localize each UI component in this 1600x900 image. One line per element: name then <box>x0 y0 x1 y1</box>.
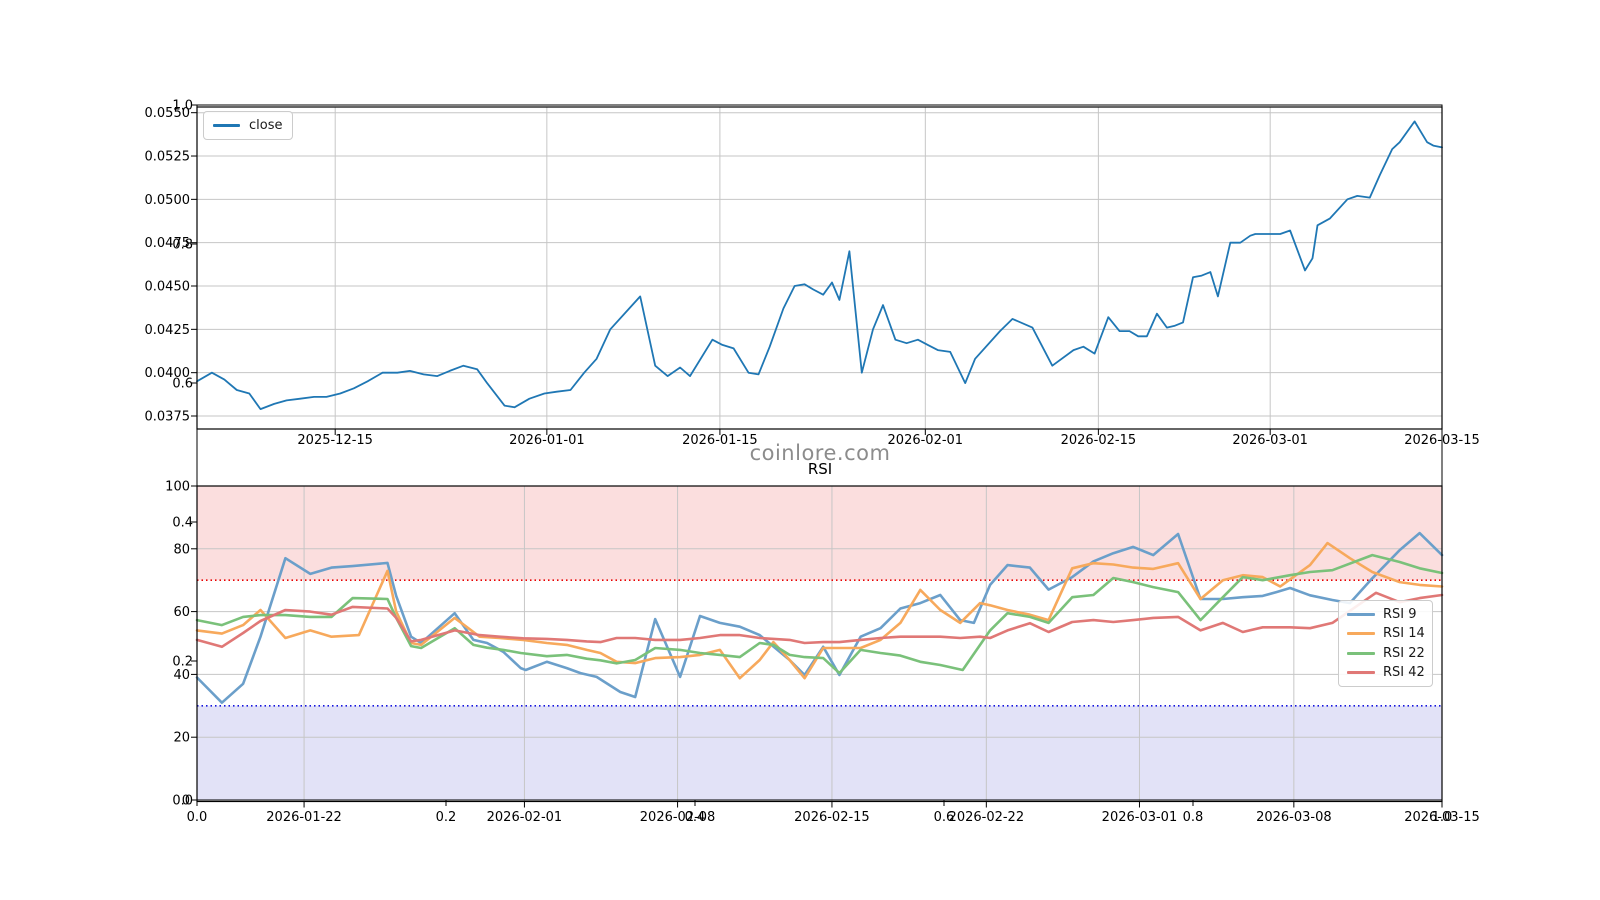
price-legend: close <box>203 111 293 140</box>
rsi-legend: RSI 9 RSI 14 RSI 22 RSI 42 <box>1338 600 1433 687</box>
close-legend-label: close <box>249 118 283 133</box>
rsi-legend-item: RSI 9 <box>1347 607 1424 622</box>
price-y-tick-label: 0.0500 <box>145 193 191 208</box>
rsi-y-tick-label: 100 <box>165 480 190 495</box>
watermark: coinlore.com <box>749 441 891 465</box>
overlay-x-tick-label: 0.0 <box>187 810 208 825</box>
price-x-tick-label: 2026-02-15 <box>1061 433 1137 448</box>
price-y-tick-label: 0.0525 <box>145 150 191 165</box>
rsi-legend-label: RSI 22 <box>1383 645 1425 661</box>
overlay-x-tick-label: 0.8 <box>1183 810 1204 825</box>
price-y-tick-label: 0.0425 <box>145 323 191 338</box>
overlay-x-tick-label: 0.6 <box>934 810 955 825</box>
price-axes-box <box>196 106 1443 430</box>
rsi-x-tick-label: 2026-02-08 <box>640 810 716 825</box>
rsi-legend-item: RSI 42 <box>1347 664 1425 680</box>
rsi-y-tick-label: 0 <box>182 794 190 809</box>
price-y-tick-label: 0.0475 <box>145 236 191 251</box>
close-line <box>196 120 1443 411</box>
rsi-line-rsi-14 <box>195 541 1444 680</box>
price-x-tick-label: 2025-12-15 <box>297 433 373 448</box>
price-y-tick-label: 0.0375 <box>145 410 191 425</box>
close-line-swatch <box>213 124 240 127</box>
rsi-chart-title: RSI <box>807 460 833 478</box>
rsi-x-tick-label: 2026-03-08 <box>1256 810 1332 825</box>
rsi-legend-item: RSI 22 <box>1347 645 1425 661</box>
rsi-legend-label: RSI 42 <box>1383 664 1425 680</box>
rsi-legend-swatch <box>1347 613 1375 617</box>
price-y-tick-label: 0.0450 <box>145 280 191 295</box>
overlay-x-tick-label: 0.2 <box>436 810 457 825</box>
rsi-band-overbought <box>197 486 1442 581</box>
rsi-y-tick-label: 60 <box>173 605 190 620</box>
rsi-x-tick-label: 2026-02-01 <box>487 810 563 825</box>
rsi-x-tick-label: 2026-03-15 <box>1404 810 1480 825</box>
price-y-tick-label: 0.0400 <box>145 366 191 381</box>
rsi-y-tick-label: 20 <box>173 731 190 746</box>
price-x-tick-label: 2026-03-01 <box>1232 433 1308 448</box>
rsi-line-rsi-22 <box>195 553 1444 675</box>
rsi-legend-label: RSI 9 <box>1383 607 1417 623</box>
rsi-x-tick-label: 2026-01-22 <box>266 810 342 825</box>
rsi-y-tick-label: 40 <box>173 668 190 683</box>
rsi-legend-item: RSI 14 <box>1347 626 1425 642</box>
price-x-tick-label: 2026-02-01 <box>888 433 964 448</box>
overlay-x-tick-label: 1.0 <box>1432 810 1453 825</box>
price-x-tick-label: 2026-01-15 <box>682 433 758 448</box>
overlay-y-tick-label: 0.2 <box>172 655 193 670</box>
rsi-x-tick-label: 2026-02-22 <box>949 810 1025 825</box>
rsi-x-tick-label: 2026-03-01 <box>1102 810 1178 825</box>
overlay-y-tick-label: 0.0 <box>172 794 193 809</box>
overlay-y-tick-label: 0.4 <box>172 516 193 531</box>
rsi-legend-swatch <box>1347 632 1375 636</box>
rsi-legend-swatch <box>1347 651 1375 655</box>
rsi-line-rsi-42 <box>195 591 1444 649</box>
overlay-y-tick-label: 0.8 <box>172 238 193 253</box>
overlay-x-tick-label: 0.4 <box>685 810 706 825</box>
overlay-axes-box <box>196 104 1443 801</box>
rsi-x-tick-label: 2026-02-15 <box>794 810 870 825</box>
rsi-y-tick-label: 80 <box>173 542 190 557</box>
rsi-band-oversold <box>197 705 1442 800</box>
rsi-legend-swatch <box>1347 670 1375 674</box>
overlay-y-tick-label: 0.6 <box>172 377 193 392</box>
price-y-tick-label: 0.0550 <box>145 106 191 121</box>
price-x-tick-label: 2026-01-01 <box>509 433 585 448</box>
rsi-legend-label: RSI 14 <box>1383 626 1425 642</box>
overlay-y-tick-label: 1.0 <box>172 99 193 114</box>
